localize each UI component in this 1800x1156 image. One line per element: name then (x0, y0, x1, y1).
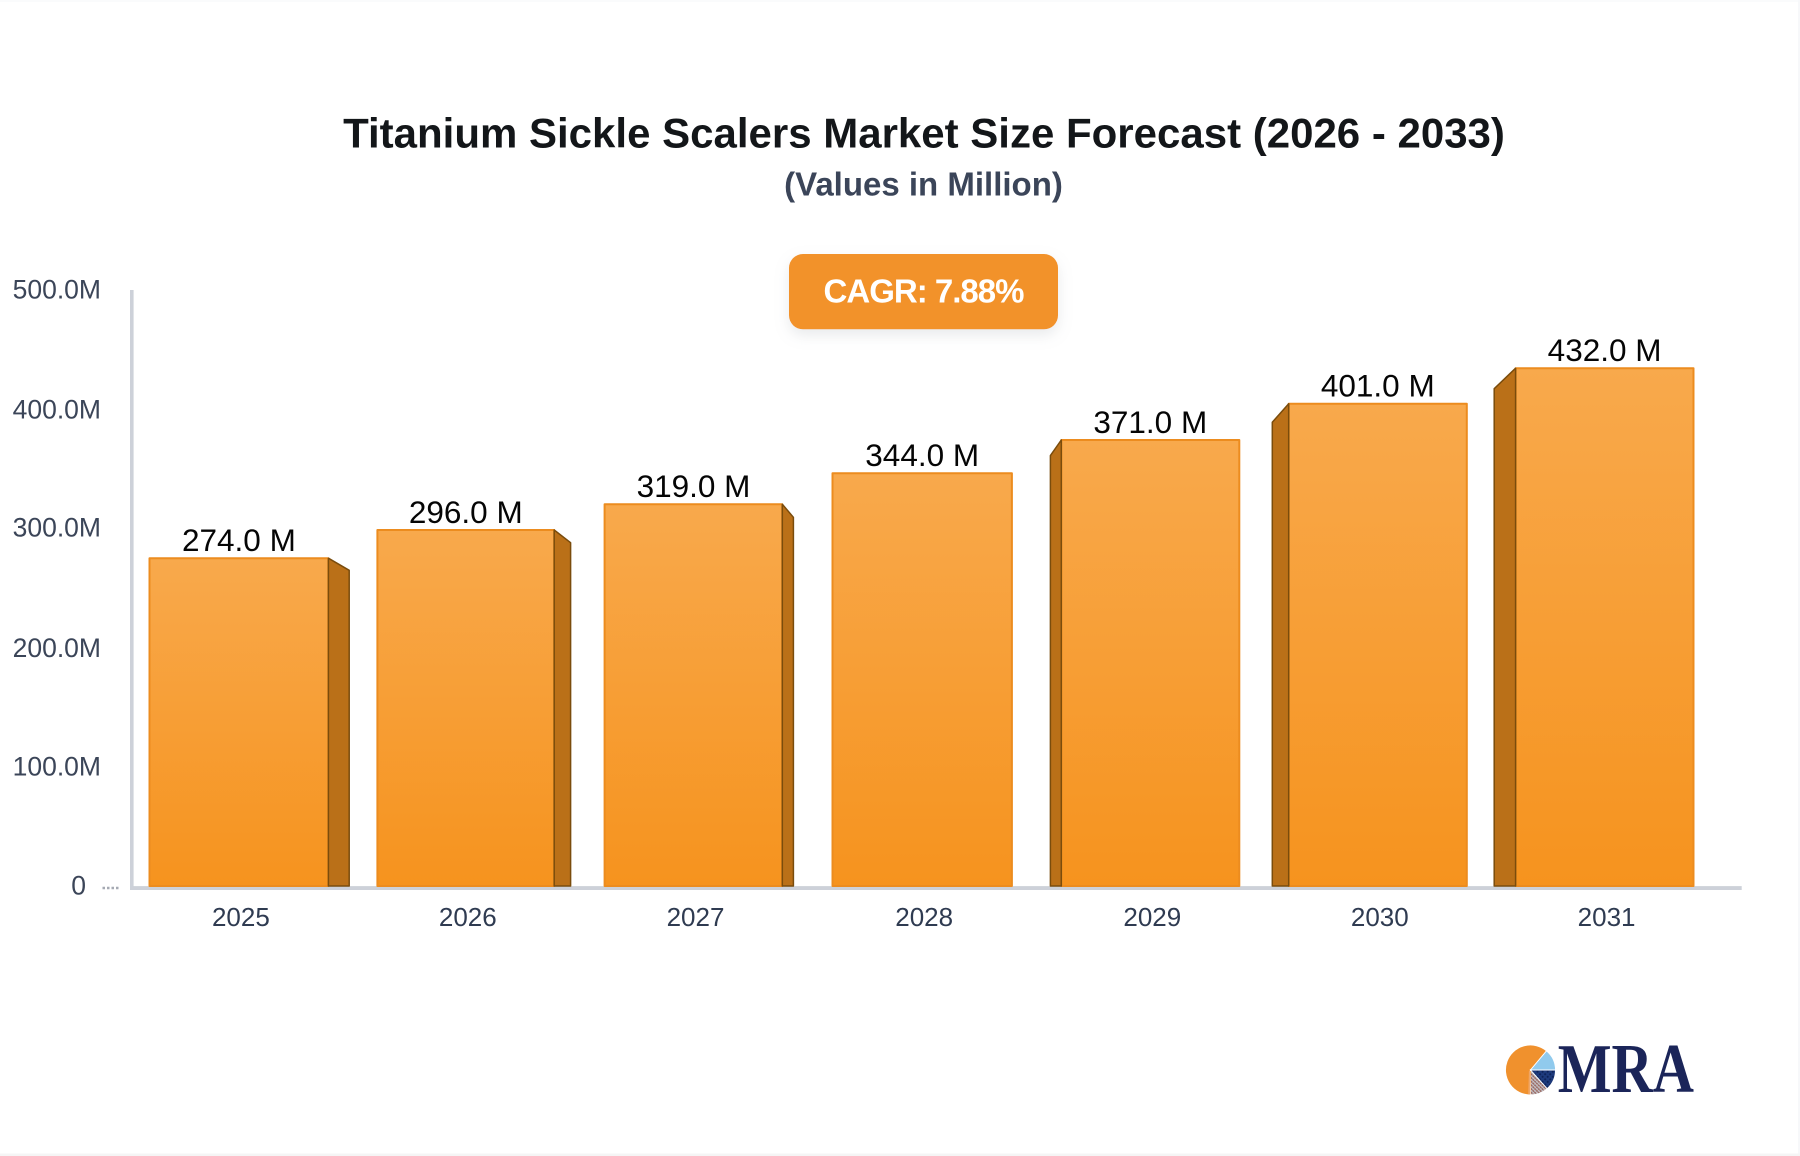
svg-text:2030: 2030 (1351, 902, 1409, 932)
svg-text:Titanium Sickle Scalers Market: Titanium Sickle Scalers Market Size Fore… (343, 110, 1505, 157)
svg-text:2031: 2031 (1578, 902, 1636, 932)
svg-text:100.0M: 100.0M (13, 752, 101, 782)
svg-text:CAGR: 7.88%: CAGR: 7.88% (824, 273, 1025, 310)
svg-text:274.0 M: 274.0 M (182, 522, 296, 558)
svg-text:2029: 2029 (1123, 902, 1181, 932)
svg-text:2028: 2028 (895, 902, 953, 932)
svg-text:200.0M: 200.0M (13, 633, 101, 663)
svg-text:0: 0 (71, 871, 86, 901)
svg-text:2025: 2025 (212, 902, 270, 932)
svg-text:371.0 M: 371.0 M (1093, 404, 1207, 440)
svg-text:296.0 M: 296.0 M (409, 494, 523, 530)
svg-text:2027: 2027 (667, 902, 725, 932)
svg-text:500.0M: 500.0M (13, 274, 101, 304)
svg-text:300.0M: 300.0M (13, 513, 101, 543)
svg-text:432.0 M: 432.0 M (1548, 332, 1662, 368)
svg-text:400.0M: 400.0M (13, 394, 101, 424)
svg-text:2026: 2026 (439, 902, 497, 932)
svg-text:MRA: MRA (1558, 1030, 1694, 1108)
svg-text:(Values in Million): (Values in Million) (784, 166, 1063, 203)
svg-text:319.0 M: 319.0 M (637, 468, 751, 504)
svg-text:401.0 M: 401.0 M (1321, 368, 1435, 404)
svg-text:344.0 M: 344.0 M (865, 437, 979, 473)
